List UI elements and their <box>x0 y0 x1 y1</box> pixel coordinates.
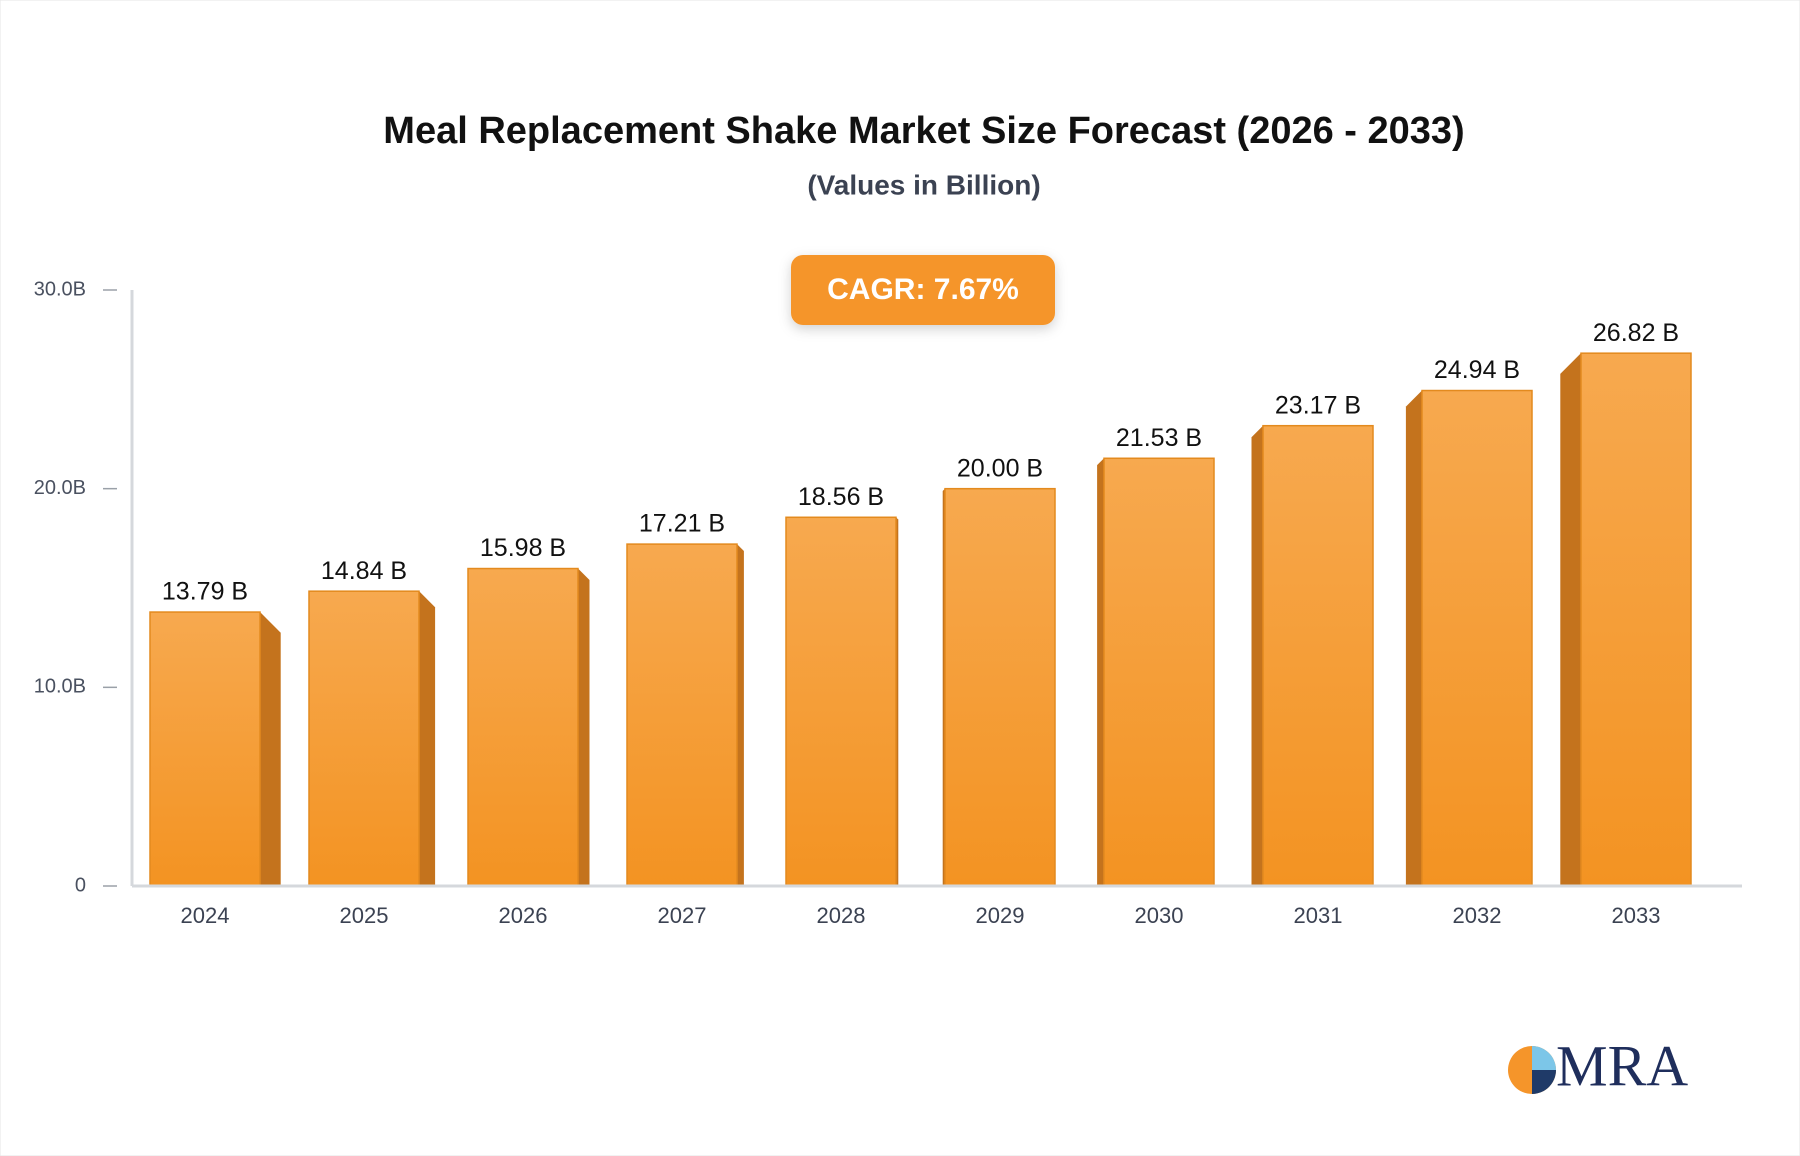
bar <box>1262 424 1374 887</box>
plot: 0 10.0B 20.0B 30.0B 13.79 B 2024 14.84 B 2025 15… <box>34 278 1742 928</box>
x-tick-label: 2029 <box>976 903 1025 928</box>
value-label: 26.82 B <box>1593 319 1679 347</box>
bar <box>467 567 579 887</box>
bar-side <box>1560 353 1581 886</box>
logo-text: MRA <box>1556 1033 1688 1098</box>
y-tick-label: 20.0B <box>34 477 86 499</box>
bar-side <box>737 544 744 886</box>
logo-slice <box>1532 1046 1556 1070</box>
value-label: 17.21 B <box>639 510 725 538</box>
value-label: 15.98 B <box>480 534 566 562</box>
x-tick-label: 2032 <box>1453 903 1502 928</box>
value-label: 24.94 B <box>1434 356 1520 384</box>
x-tick-label: 2024 <box>181 903 230 928</box>
bar <box>1421 389 1533 887</box>
bar <box>308 590 420 887</box>
x-tick-label: 2026 <box>499 903 548 928</box>
bar <box>626 543 738 887</box>
bar <box>1103 457 1215 887</box>
x-tick-label: 2028 <box>817 903 866 928</box>
x-tick-label: 2033 <box>1612 903 1661 928</box>
bar-side <box>1405 390 1422 886</box>
chart-subtitle: (Values in Billion) <box>807 169 1040 200</box>
bar <box>944 487 1056 887</box>
value-label: 13.79 B <box>162 578 248 606</box>
bar-side <box>578 568 590 886</box>
value-label: 18.56 B <box>798 483 884 511</box>
bar <box>149 611 261 887</box>
bar-side <box>1251 425 1263 886</box>
bar-side <box>260 612 281 886</box>
logo-slice <box>1532 1070 1556 1094</box>
x-tick-label: 2030 <box>1135 903 1184 928</box>
bar-side <box>419 591 436 886</box>
chart-title: Meal Replacement Shake Market Size Forec… <box>383 110 1464 152</box>
logo: MRA <box>1508 1033 1688 1098</box>
value-label: 20.00 B <box>957 454 1043 482</box>
x-tick-label: 2025 <box>340 903 389 928</box>
x-tick-label: 2027 <box>658 903 707 928</box>
value-label: 21.53 B <box>1116 424 1202 452</box>
y-tick-label: 0 <box>75 874 86 896</box>
value-label: 14.84 B <box>321 557 407 585</box>
bar <box>1580 352 1692 887</box>
value-label: 23.17 B <box>1275 391 1361 419</box>
bar-side <box>1097 458 1104 886</box>
cagr-text: CAGR: 7.67% <box>827 273 1019 306</box>
bar <box>785 516 897 887</box>
y-tick-label: 10.0B <box>34 676 86 698</box>
x-tick-label: 2031 <box>1294 903 1343 928</box>
y-tick-label: 30.0B <box>34 278 86 300</box>
cagr-badge <box>791 255 1055 325</box>
